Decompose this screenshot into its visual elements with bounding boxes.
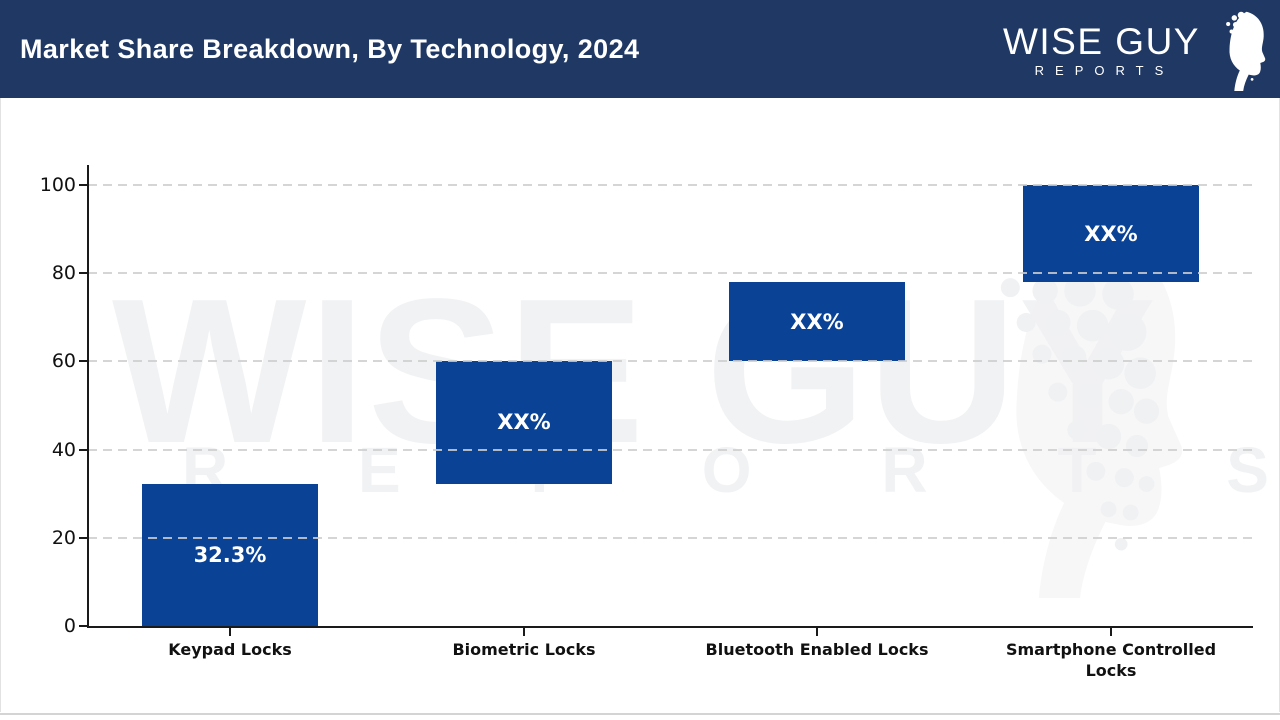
watermark-wiseguy-text: WISE GUY [112, 256, 1159, 486]
logo-reports-label: REPORTS [1034, 62, 1175, 78]
y-tick-mark-60 [79, 360, 88, 363]
bar-value-label: XX% [790, 309, 844, 334]
y-tick-label-100: 100 [39, 174, 76, 196]
gridline-100 [88, 184, 1253, 186]
bar-biometric-locks: XX% [436, 361, 612, 484]
x-axis-line [87, 626, 1253, 628]
y-tick-label-80: 80 [51, 262, 76, 285]
bar-value-label: XX% [497, 410, 551, 435]
y-tick-mark-100 [79, 184, 88, 186]
y-tick-mark-80 [79, 272, 88, 275]
gridline-40 [88, 448, 1253, 451]
wiseguy-logo-text: WISE GUY REPORTS [1003, 23, 1200, 78]
x-category-label: Bluetooth Enabled Locks [705, 640, 929, 659]
gridline-60 [88, 360, 1253, 363]
gridline-20 [88, 536, 1253, 539]
y-tick-mark-20 [79, 536, 88, 539]
x-category-label: Keypad Locks [168, 640, 292, 659]
x-tick-mark-3 [1110, 628, 1112, 636]
x-tick-mark-1 [523, 628, 525, 636]
y-tick-mark-0 [79, 625, 88, 627]
y-tick-label-60: 60 [51, 350, 76, 373]
bar-bluetooth-enabled-locks: XX% [729, 282, 905, 362]
x-category-label: Biometric Locks [452, 640, 596, 659]
x-tick-mark-0 [229, 628, 231, 636]
bottom-divider [0, 713, 1280, 715]
bar-value-label: 32.3% [193, 542, 267, 567]
wiseguy-head-icon [1226, 11, 1266, 91]
y-tick-mark-40 [79, 448, 88, 451]
logo-wiseguy-label: WISE GUY [1002, 20, 1200, 62]
gridline-80 [88, 272, 1253, 275]
y-tick-label-40: 40 [51, 438, 76, 461]
x-category-label: Smartphone Controlled Locks [1005, 640, 1217, 680]
bar-keypad-locks: 32.3% [142, 483, 318, 626]
wiseguy-logo: WISE GUY REPORTS [1003, 8, 1266, 92]
x-tick-mark-2 [816, 628, 818, 636]
page-title: Market Share Breakdown, By Technology, 2… [20, 34, 640, 64]
wiseguy-head-watermark-icon [1000, 230, 1183, 598]
bar-value-label: XX% [1084, 221, 1138, 246]
y-tick-label-20: 20 [51, 526, 76, 549]
bar-smartphone-controlled-locks: XX% [1023, 185, 1199, 283]
header-band: Market Share Breakdown, By Technology, 2… [0, 0, 1280, 98]
y-tick-label-0: 0 [63, 615, 76, 637]
y-axis-line [87, 165, 89, 628]
